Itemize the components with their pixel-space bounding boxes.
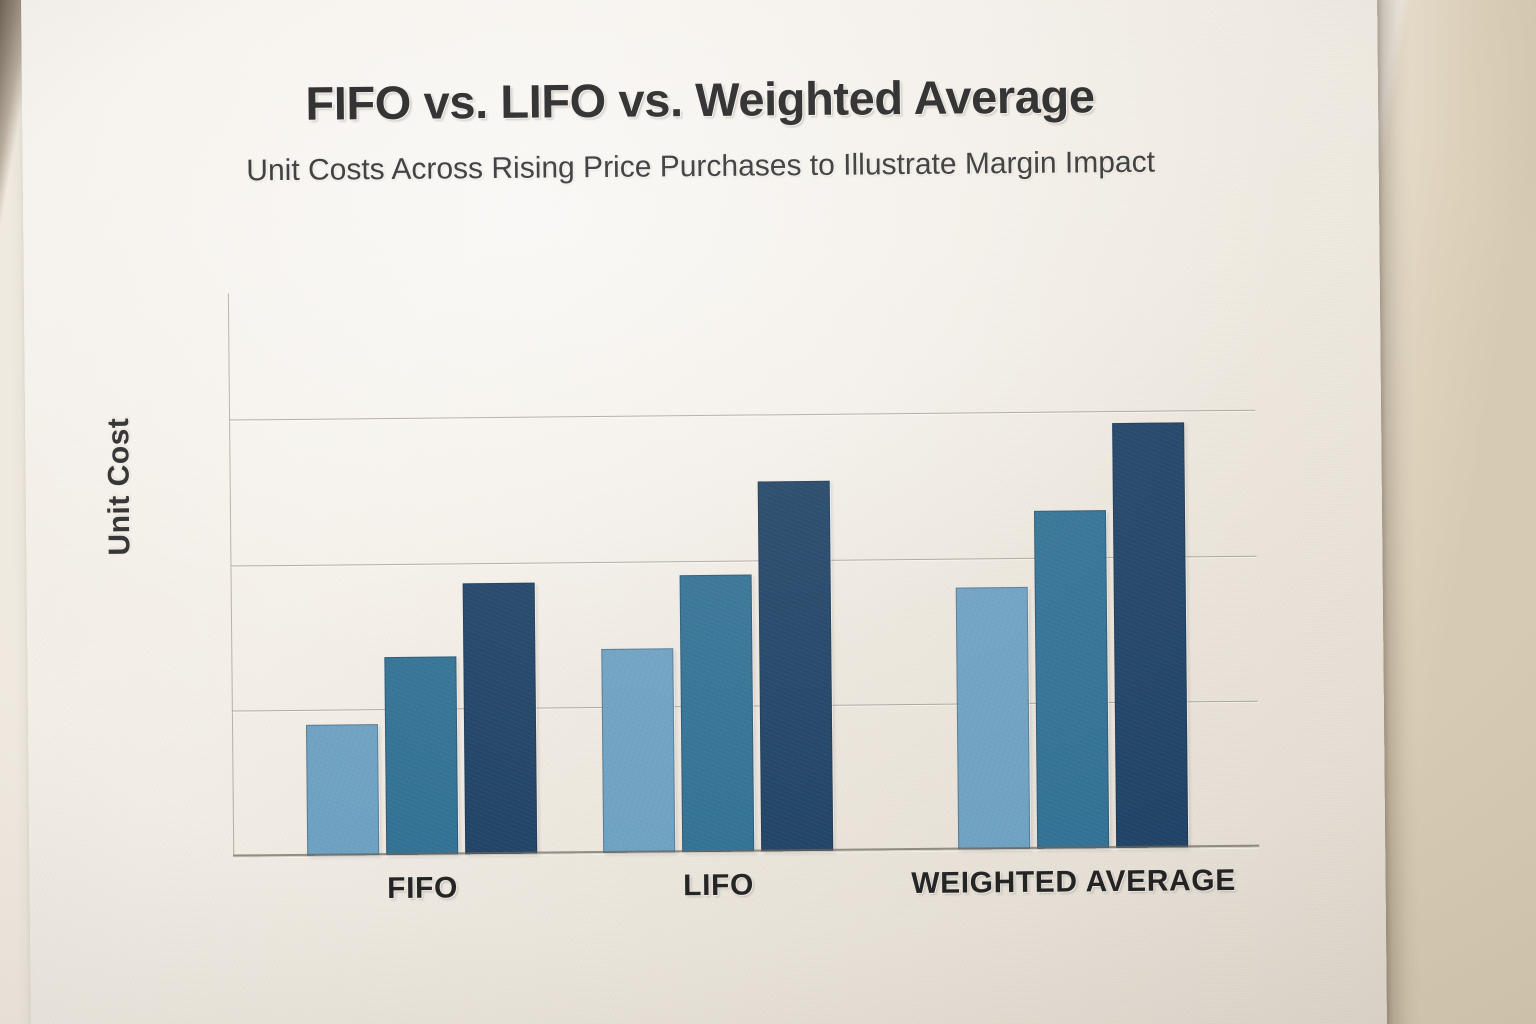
bars-layer xyxy=(228,284,1259,857)
category-label: WEIGHTED AVERAGE xyxy=(911,863,1237,901)
bar-texture xyxy=(602,649,675,852)
bar[interactable] xyxy=(757,480,834,852)
bar-texture xyxy=(307,725,379,855)
bar[interactable] xyxy=(1112,422,1189,849)
y-axis-title: Unit Cost xyxy=(102,417,137,556)
paper-sheet: FIFO vs. LIFO vs. Weighted Average Unit … xyxy=(20,0,1388,1024)
bar-texture xyxy=(1113,423,1188,848)
bar[interactable] xyxy=(1033,510,1110,849)
plot-area: $0$5$10$15 xyxy=(227,284,1260,858)
bar-texture xyxy=(680,575,754,852)
chart-title: FIFO vs. LIFO vs. Weighted Average xyxy=(305,69,1095,130)
chart-figure: FIFO vs. LIFO vs. Weighted Average Unit … xyxy=(21,0,1387,1024)
bar[interactable] xyxy=(601,648,676,853)
bar[interactable] xyxy=(462,582,538,855)
bar[interactable] xyxy=(384,656,459,856)
bar-texture xyxy=(463,583,537,854)
chart-subtitle: Unit Costs Across Rising Price Purchases… xyxy=(246,145,1156,188)
bar[interactable] xyxy=(679,574,755,853)
bar-texture xyxy=(956,587,1030,849)
category-label: LIFO xyxy=(683,868,755,903)
bar-texture xyxy=(1034,511,1109,848)
bar-texture xyxy=(758,481,833,851)
bar[interactable] xyxy=(306,724,380,856)
bar[interactable] xyxy=(955,586,1031,850)
category-label: FIFO xyxy=(387,871,459,906)
bar-texture xyxy=(385,657,458,855)
